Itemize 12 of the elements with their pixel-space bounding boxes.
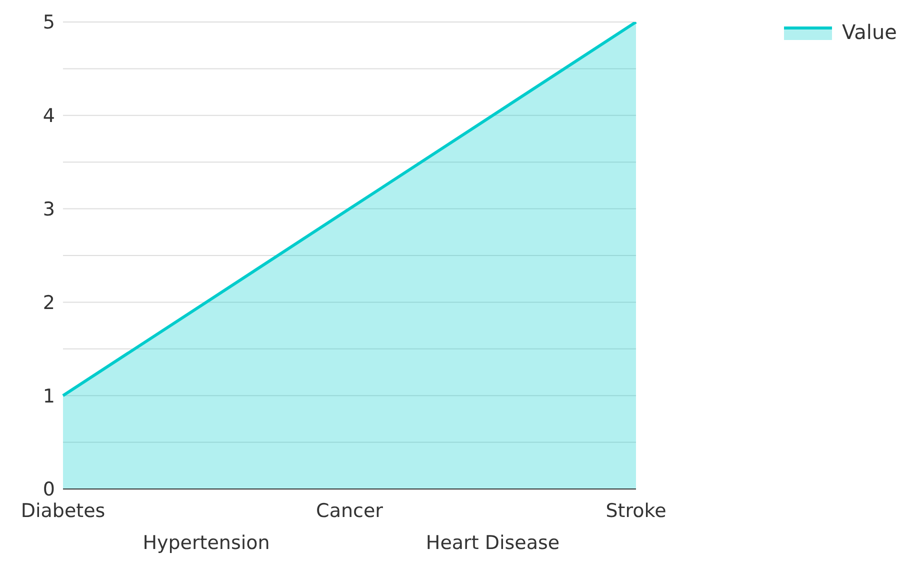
y-tick-label: 5 (42, 12, 55, 34)
y-tick-label: 4 (42, 105, 55, 128)
x-tick-label: Diabetes (20, 500, 106, 522)
x-tick-label: Heart Disease (426, 532, 560, 554)
y-tick-label: 0 (42, 478, 55, 501)
y-tick-label: 2 (42, 292, 55, 314)
x-tick-label: Hypertension (142, 532, 270, 554)
x-tick-label: Cancer (316, 500, 384, 522)
legend-label: Value (842, 20, 897, 44)
x-tick-label: Stroke (606, 500, 666, 522)
y-tick-label: 3 (42, 198, 55, 221)
y-tick-label: 1 (42, 385, 55, 408)
